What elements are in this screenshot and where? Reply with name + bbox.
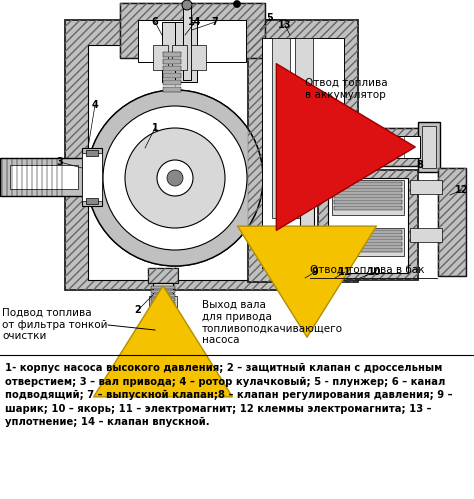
Bar xyxy=(272,38,290,218)
Bar xyxy=(350,128,425,166)
Text: 7: 7 xyxy=(211,17,219,27)
Bar xyxy=(318,170,418,280)
Bar xyxy=(82,148,102,206)
Bar xyxy=(86,150,98,156)
Text: уплотнение; 14 – клапан впускной.: уплотнение; 14 – клапан впускной. xyxy=(5,417,210,427)
Text: 14: 14 xyxy=(188,17,202,27)
Bar xyxy=(300,170,314,285)
Text: 12: 12 xyxy=(455,185,469,195)
Text: 13: 13 xyxy=(278,20,292,30)
Bar xyxy=(82,153,102,201)
Bar xyxy=(350,128,425,166)
Text: 1: 1 xyxy=(152,123,158,133)
Text: 1- корпус насоса высокого давления; 2 – защитный клапан с дроссельным: 1- корпус насоса высокого давления; 2 – … xyxy=(5,363,442,373)
Text: подводящий; 7 – выпускной клапан;8 – клапан регулирования давления; 9 –: подводящий; 7 – выпускной клапан;8 – кла… xyxy=(5,390,453,400)
Bar xyxy=(153,283,173,338)
Bar xyxy=(153,45,168,70)
Circle shape xyxy=(125,128,225,228)
Bar xyxy=(175,22,197,82)
Bar xyxy=(0,158,88,196)
Text: отверстием; 3 – вал привода; 4 – ротор кулачковый; 5 - плунжер; 6 – канал: отверстием; 3 – вал привода; 4 – ротор к… xyxy=(5,377,446,387)
Circle shape xyxy=(167,170,183,186)
Bar xyxy=(334,188,402,192)
Bar xyxy=(334,248,402,252)
Bar xyxy=(355,136,420,158)
Bar xyxy=(151,298,175,301)
Bar xyxy=(163,52,181,57)
Bar xyxy=(120,3,265,58)
Circle shape xyxy=(157,160,193,196)
Bar xyxy=(334,236,402,240)
Text: Выход вала
для привода
топливоподкачивающего
насоса: Выход вала для привода топливоподкачиваю… xyxy=(202,300,343,345)
Bar xyxy=(334,206,402,210)
Text: 11: 11 xyxy=(338,267,352,277)
Circle shape xyxy=(182,0,192,10)
Text: Отвод топлива в бак: Отвод топлива в бак xyxy=(310,265,425,275)
Bar xyxy=(88,45,263,280)
Bar xyxy=(422,126,436,168)
Bar xyxy=(86,198,98,204)
Bar xyxy=(438,168,466,276)
Bar xyxy=(248,20,358,282)
Bar xyxy=(172,45,187,70)
Bar xyxy=(262,38,344,268)
Bar xyxy=(138,20,246,62)
Circle shape xyxy=(87,90,263,266)
Text: 2: 2 xyxy=(135,305,141,315)
Bar xyxy=(191,45,206,70)
Bar xyxy=(65,20,285,290)
Bar xyxy=(418,122,440,172)
Bar xyxy=(334,194,402,198)
Bar xyxy=(151,294,175,297)
Text: 6: 6 xyxy=(152,17,158,27)
Bar xyxy=(410,228,442,242)
Bar xyxy=(120,3,265,58)
Circle shape xyxy=(103,106,247,250)
Bar xyxy=(334,200,402,204)
Bar xyxy=(328,178,408,273)
Text: 8: 8 xyxy=(417,160,423,170)
Circle shape xyxy=(87,90,263,266)
Text: 5: 5 xyxy=(266,13,273,23)
Bar xyxy=(163,80,181,85)
Bar xyxy=(334,242,402,246)
Bar xyxy=(163,66,181,71)
Bar xyxy=(332,180,404,215)
Bar xyxy=(183,5,191,80)
Bar xyxy=(151,302,175,305)
Bar xyxy=(162,22,184,82)
Bar xyxy=(148,268,178,283)
Text: 3: 3 xyxy=(56,157,64,167)
Bar xyxy=(151,290,175,293)
Bar xyxy=(332,228,404,256)
Bar xyxy=(163,87,181,92)
Bar xyxy=(163,73,181,78)
Bar xyxy=(295,38,313,218)
Bar xyxy=(410,180,442,194)
Bar xyxy=(10,165,78,189)
Text: шарик; 10 – якорь; 11 – электромагнит; 12 клеммы электромагнита; 13 –: шарик; 10 – якорь; 11 – электромагнит; 1… xyxy=(5,404,431,414)
Text: Отвод топлива
в аккумулятор: Отвод топлива в аккумулятор xyxy=(305,78,388,100)
Bar xyxy=(438,168,466,276)
Bar xyxy=(318,170,418,280)
Text: Подвод топлива
от фильтра тонкой
очистки: Подвод топлива от фильтра тонкой очистки xyxy=(2,308,108,341)
Bar xyxy=(334,182,402,186)
Text: 10: 10 xyxy=(368,267,382,277)
Bar xyxy=(163,59,181,64)
Circle shape xyxy=(234,0,240,7)
Bar xyxy=(148,268,178,283)
Bar xyxy=(65,20,285,290)
Bar xyxy=(151,286,175,289)
Text: 9: 9 xyxy=(311,267,319,277)
Text: 4: 4 xyxy=(91,100,99,110)
Circle shape xyxy=(300,171,314,185)
Bar xyxy=(248,20,358,282)
Bar xyxy=(149,296,177,308)
Bar xyxy=(334,230,402,234)
